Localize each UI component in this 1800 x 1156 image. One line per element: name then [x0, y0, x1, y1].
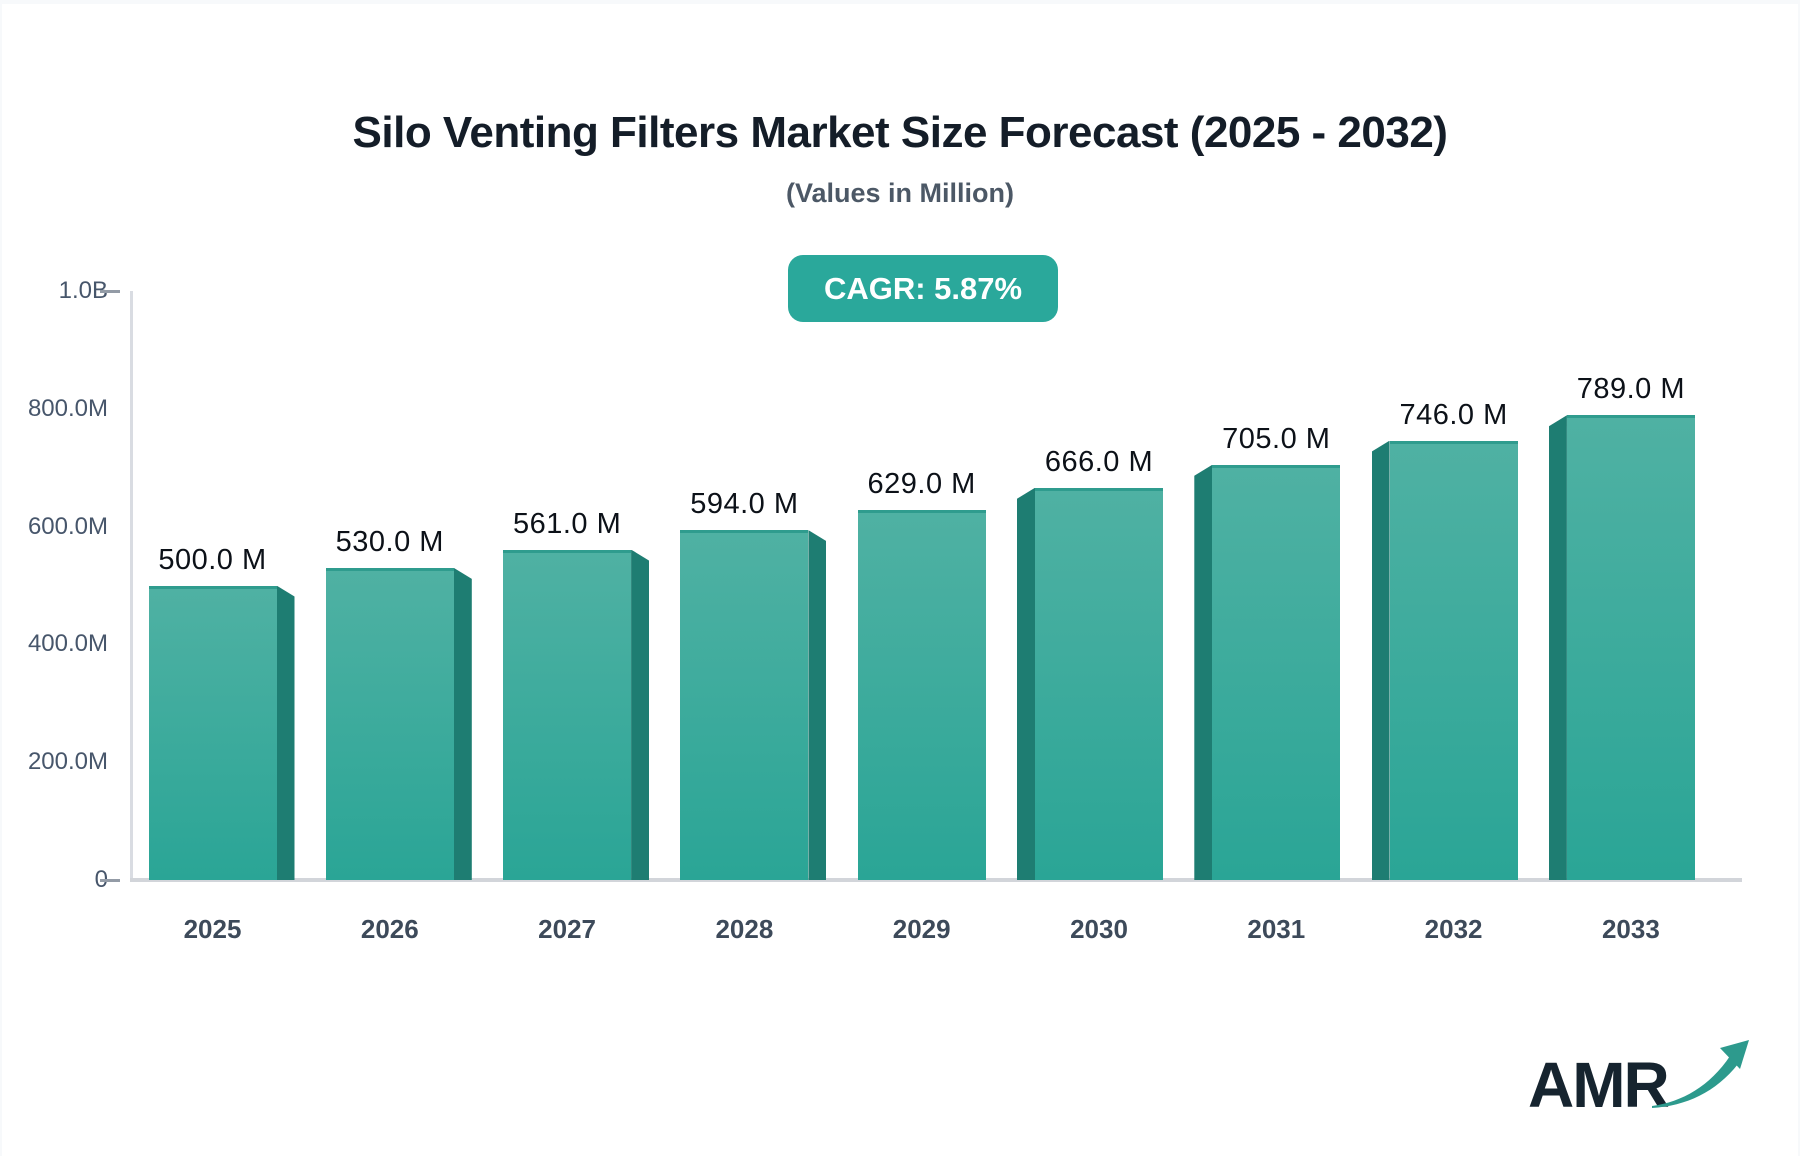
amr-logo-text: AMR — [1528, 1049, 1670, 1121]
bar-2033 — [1566, 415, 1695, 880]
bar-value-label: 500.0 M — [158, 543, 267, 576]
bar-value-label: 530.0 M — [335, 525, 444, 558]
bar-2025 — [148, 585, 277, 880]
growth-arrow-icon — [1652, 1040, 1749, 1108]
bar-2028 — [680, 530, 809, 880]
bar-value-label: 594.0 M — [690, 488, 799, 521]
y-axis-tick-label: 200.0M — [27, 748, 108, 776]
x-axis-year-label: 2030 — [1070, 914, 1128, 944]
x-axis-year-label: 2027 — [538, 914, 597, 944]
bar-2026 — [325, 567, 454, 880]
x-axis-year-label: 2031 — [1247, 914, 1306, 944]
y-axis-tick-label: 0 — [0, 866, 108, 894]
x-axis-year-label: 2025 — [183, 914, 242, 944]
y-axis-tick-mark — [100, 290, 120, 293]
bar-value-label: 666.0 M — [1044, 445, 1154, 478]
x-axis-year-label: 2028 — [715, 914, 774, 944]
bar-side-face-2031 — [1194, 464, 1213, 880]
bar-2027 — [503, 549, 632, 880]
page-edge-top — [0, 0, 1800, 4]
chart-title: Silo Venting Filters Market Size Forecas… — [352, 108, 1448, 157]
bar-side-face-2032 — [1371, 440, 1390, 880]
bar-value-label: 746.0 M — [1399, 398, 1508, 431]
y-axis-tick-label: 800.0M — [27, 394, 108, 422]
x-axis-year-label: 2029 — [892, 914, 951, 944]
bar-value-label: 629.0 M — [867, 467, 976, 500]
y-axis-line — [130, 291, 133, 882]
y-axis-tick-label: 1.0B — [58, 277, 108, 304]
bar-side-face-2028 — [808, 530, 827, 880]
page-edge-left — [0, 0, 2, 1156]
bar-2032 — [1389, 440, 1518, 880]
bar-2030 — [1035, 487, 1163, 880]
bar-side-face-2025 — [276, 585, 295, 880]
x-axis-baseline — [130, 878, 1742, 882]
amr-logo: AMR — [1528, 1030, 1749, 1121]
y-axis-tick-label: 400.0M — [27, 630, 108, 658]
bar-side-face-2026 — [453, 567, 472, 880]
bar-value-label: 705.0 M — [1222, 422, 1331, 455]
bar-side-face-2027 — [631, 549, 650, 880]
bar-side-face-2030 — [1017, 487, 1035, 880]
bar-2029 — [857, 509, 986, 880]
y-axis-tick-label: 600.0M — [27, 512, 108, 540]
y-axis-tick-mark — [100, 879, 120, 882]
chart-subtitle: (Values in Million) — [785, 178, 1015, 208]
page-edge-right — [1798, 0, 1800, 1156]
cagr-badge: CAGR: 5.87% — [788, 255, 1058, 322]
bar-side-face-2033 — [1548, 415, 1567, 880]
bar-2031 — [1212, 464, 1341, 880]
bar-value-label: 561.0 M — [512, 507, 622, 540]
x-axis-year-label: 2033 — [1601, 914, 1660, 944]
bar-value-label: 789.0 M — [1576, 373, 1686, 406]
x-axis-year-label: 2032 — [1424, 914, 1483, 944]
x-axis-year-label: 2026 — [360, 914, 419, 944]
